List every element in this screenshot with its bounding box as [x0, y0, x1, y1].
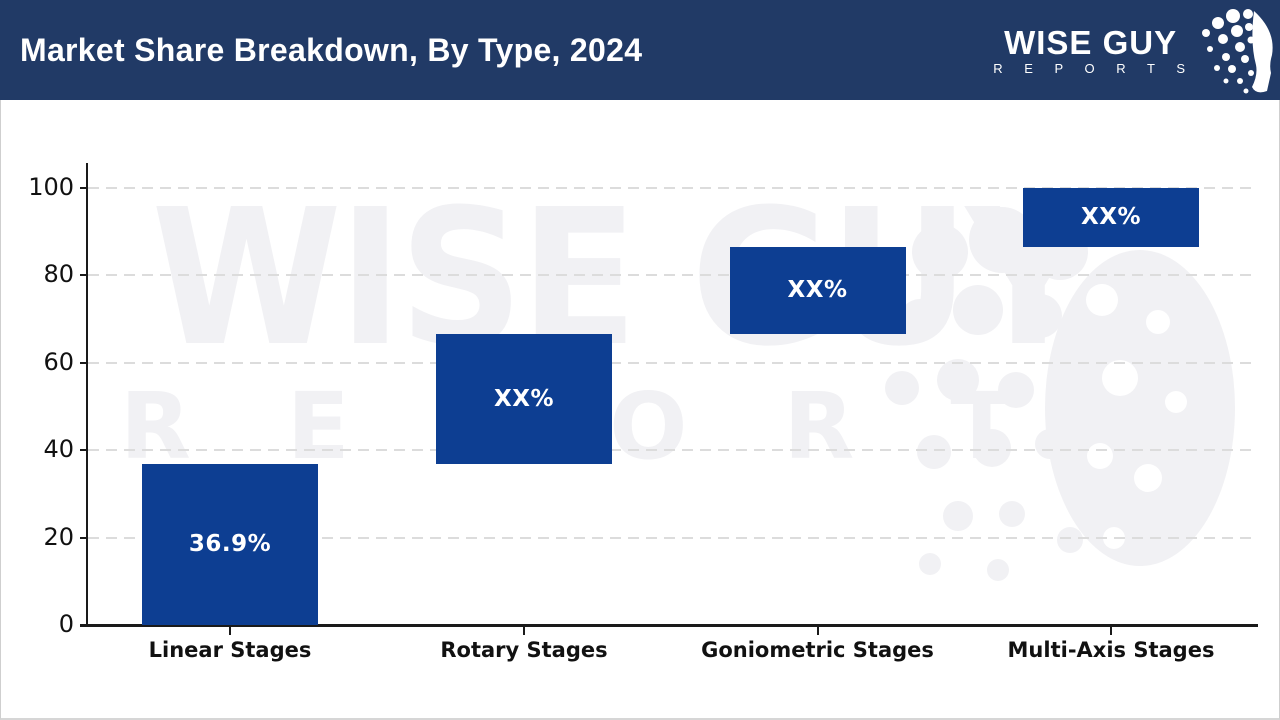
page-title: Market Share Breakdown, By Type, 2024: [20, 31, 643, 68]
bar-value-label: 36.9%: [188, 531, 272, 558]
y-tick-label-40: 40: [43, 435, 74, 463]
y-tick-label-100: 100: [28, 172, 74, 201]
y-tick-label-0: 0: [58, 610, 74, 638]
gridline-60: [88, 361, 1258, 364]
x-tick-3: [1110, 626, 1112, 635]
x-tick-0: [229, 626, 231, 635]
x-category-label: Multi-Axis Stages: [1007, 638, 1215, 662]
y-tick-100: [80, 186, 88, 189]
bar-multi-axis-stages: XX%: [1023, 187, 1199, 247]
y-tick-20: [80, 536, 88, 539]
logo-wordmark: WISE GUY: [1004, 23, 1178, 61]
wiseguy-logo: WISE GUY R E P O R T S: [987, 6, 1274, 96]
gridline-100: [88, 186, 1258, 189]
bar-value-label: XX%: [787, 277, 848, 304]
bar-goniometric-stages: XX%: [729, 247, 906, 334]
wiseguy-face-logo-icon: [1202, 9, 1273, 94]
gridline-20: [88, 536, 1258, 539]
logo-subtitle: R E P O R T S: [993, 61, 1194, 77]
y-axis-line: [86, 163, 88, 627]
x-category-label: Rotary Stages: [440, 638, 608, 662]
wiseguy-logo-text: WISE GUY R E P O R T S: [987, 23, 1194, 77]
y-tick-60: [80, 361, 88, 364]
gridline-80: [88, 274, 1258, 276]
bar-rotary-stages: XX%: [436, 333, 612, 464]
x-category-label: Goniometric Stages: [701, 638, 934, 662]
bar-linear-stages: 36.9%: [142, 463, 318, 625]
y-tick-label-20: 20: [43, 522, 74, 551]
bar-value-label: XX%: [1080, 204, 1141, 231]
y-tick-label-80: 80: [43, 260, 74, 288]
header-bar: Market Share Breakdown, By Type, 2024 WI…: [0, 0, 1280, 100]
x-category-label: Linear Stages: [148, 638, 312, 662]
x-axis-line: [80, 624, 1258, 627]
x-tick-1: [523, 626, 525, 635]
bar-value-label: XX%: [493, 385, 554, 412]
y-tick-80: [80, 274, 88, 276]
gridline-40: [88, 449, 1258, 451]
y-tick-label-60: 60: [43, 347, 74, 376]
x-tick-2: [816, 626, 819, 635]
y-tick-40: [80, 449, 88, 451]
